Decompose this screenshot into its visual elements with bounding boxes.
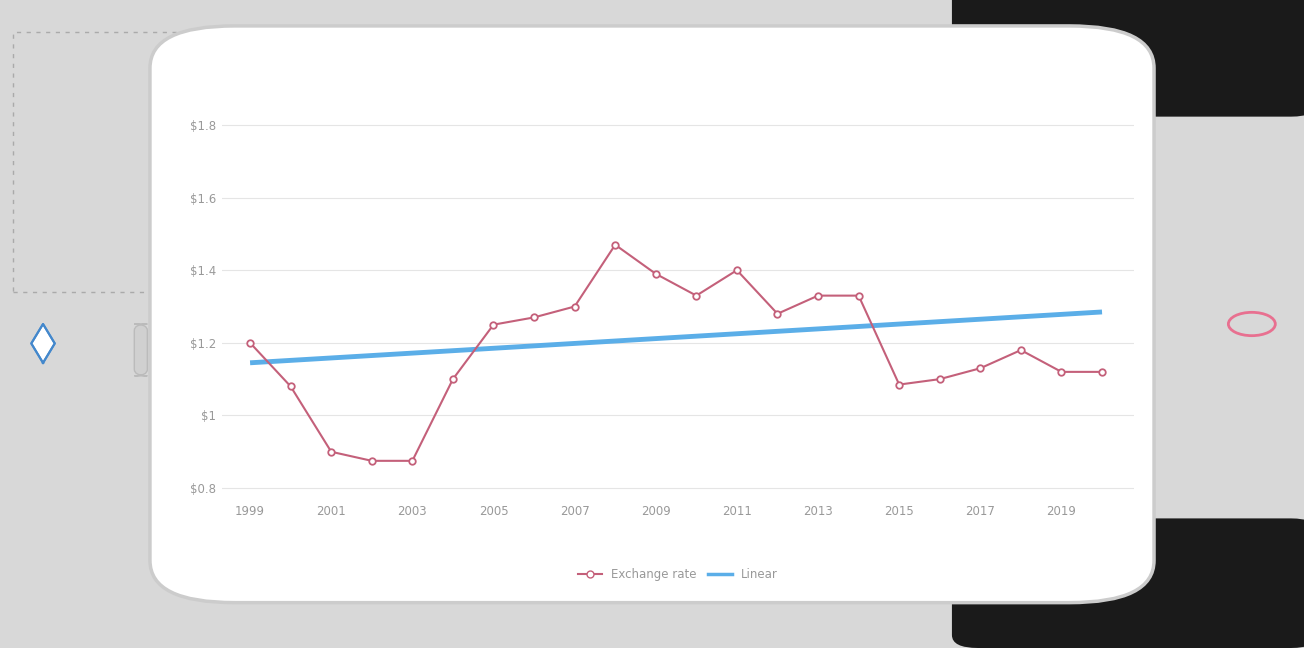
Point [970, 363, 991, 373]
Point [565, 301, 585, 312]
Point [889, 379, 910, 389]
Point [240, 338, 261, 348]
Point [524, 312, 545, 323]
Bar [13, 32, 300, 292]
Point [280, 381, 301, 391]
Point [1051, 367, 1072, 377]
Point [807, 290, 828, 301]
Point [848, 290, 868, 301]
Polygon shape [31, 324, 55, 363]
Point [402, 456, 422, 466]
Point [1091, 367, 1112, 377]
Point [1011, 345, 1031, 355]
Point [686, 290, 707, 301]
Legend: Exchange rate, Linear: Exchange rate, Linear [574, 563, 782, 586]
Point [605, 240, 626, 250]
Point [645, 269, 666, 279]
Point [726, 265, 747, 275]
Point [442, 374, 463, 384]
Point [767, 308, 788, 319]
Point [361, 456, 382, 466]
Point [321, 446, 342, 457]
Point [930, 374, 951, 384]
Point [482, 319, 503, 330]
